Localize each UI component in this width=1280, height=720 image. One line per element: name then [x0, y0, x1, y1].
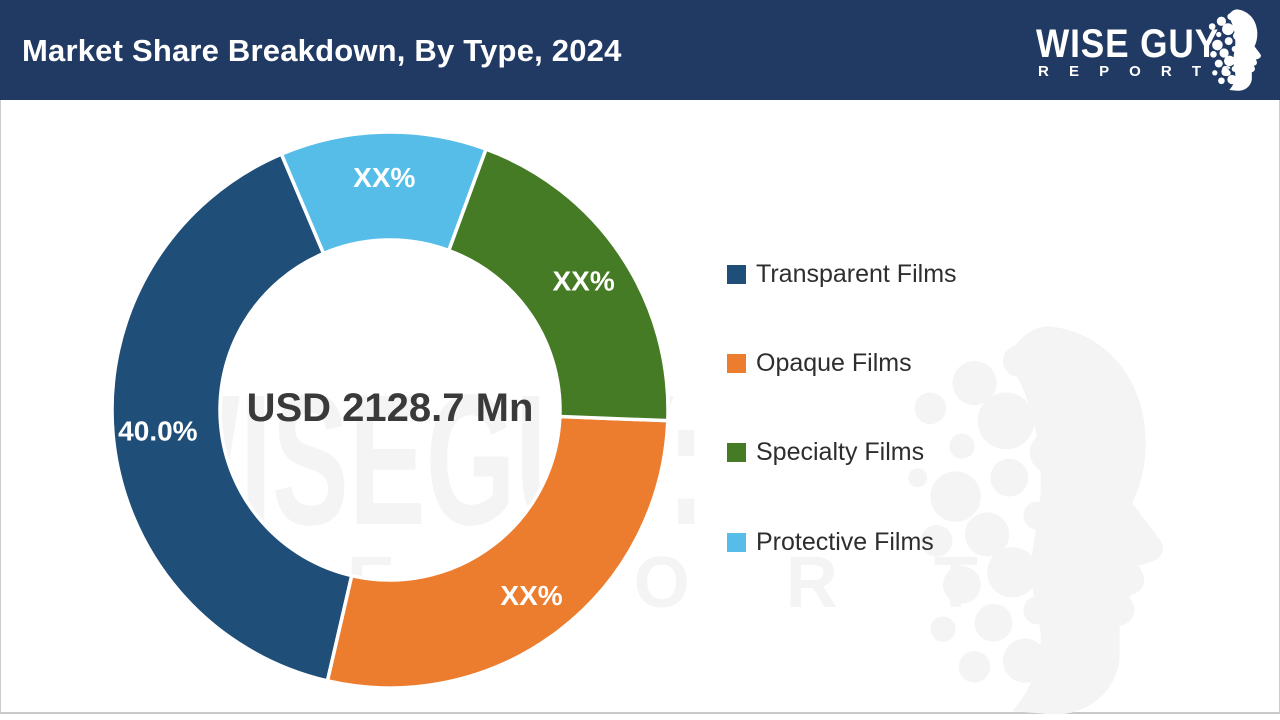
slice-percentage-label: XX%: [353, 162, 415, 193]
legend-label: Protective Films: [756, 527, 934, 556]
logo-head-icon: [1207, 9, 1261, 91]
watermark-head-icon: [908, 326, 1164, 715]
legend-label: Specialty Films: [756, 437, 925, 466]
donut-slice-opaque-films[interactable]: [325, 414, 670, 690]
legend-item-specialty-films[interactable]: Specialty Films: [727, 438, 924, 466]
slice-percentage-label: XX%: [552, 265, 614, 296]
donut-slice-protective-films[interactable]: [279, 130, 488, 256]
legend-label: Transparent Films: [756, 259, 957, 288]
legend-item-transparent-films[interactable]: Transparent Films: [727, 260, 957, 288]
legend-swatch-specialty-films: [727, 442, 746, 462]
legend-swatch-transparent-films: [727, 264, 746, 284]
page-title: Market Share Breakdown, By Type, 2024: [22, 33, 622, 68]
slice-percentage-label: XX%: [500, 580, 562, 611]
header-bar: Market Share Breakdown, By Type, 2024 WI…: [0, 0, 1280, 100]
legend-swatch-opaque-films: [727, 353, 746, 373]
legend-label: Opaque Films: [756, 348, 912, 377]
logo-wordmark: WISE GUY: [1036, 22, 1220, 66]
donut-center-value: USD 2128.7 Mn: [246, 386, 534, 430]
logo-subtitle: R E P O R T S: [1038, 63, 1240, 80]
slice-percentage-label: 40.0%: [118, 415, 197, 446]
donut-slice-specialty-films[interactable]: [446, 147, 670, 423]
brand-logo: WISE GUY R E P O R T S: [1036, 6, 1266, 96]
legend-item-opaque-films[interactable]: Opaque Films: [727, 349, 912, 377]
donut-slice-transparent-films[interactable]: [110, 152, 354, 683]
legend-item-protective-films[interactable]: Protective Films: [727, 528, 934, 556]
legend-swatch-protective-films: [727, 532, 746, 552]
